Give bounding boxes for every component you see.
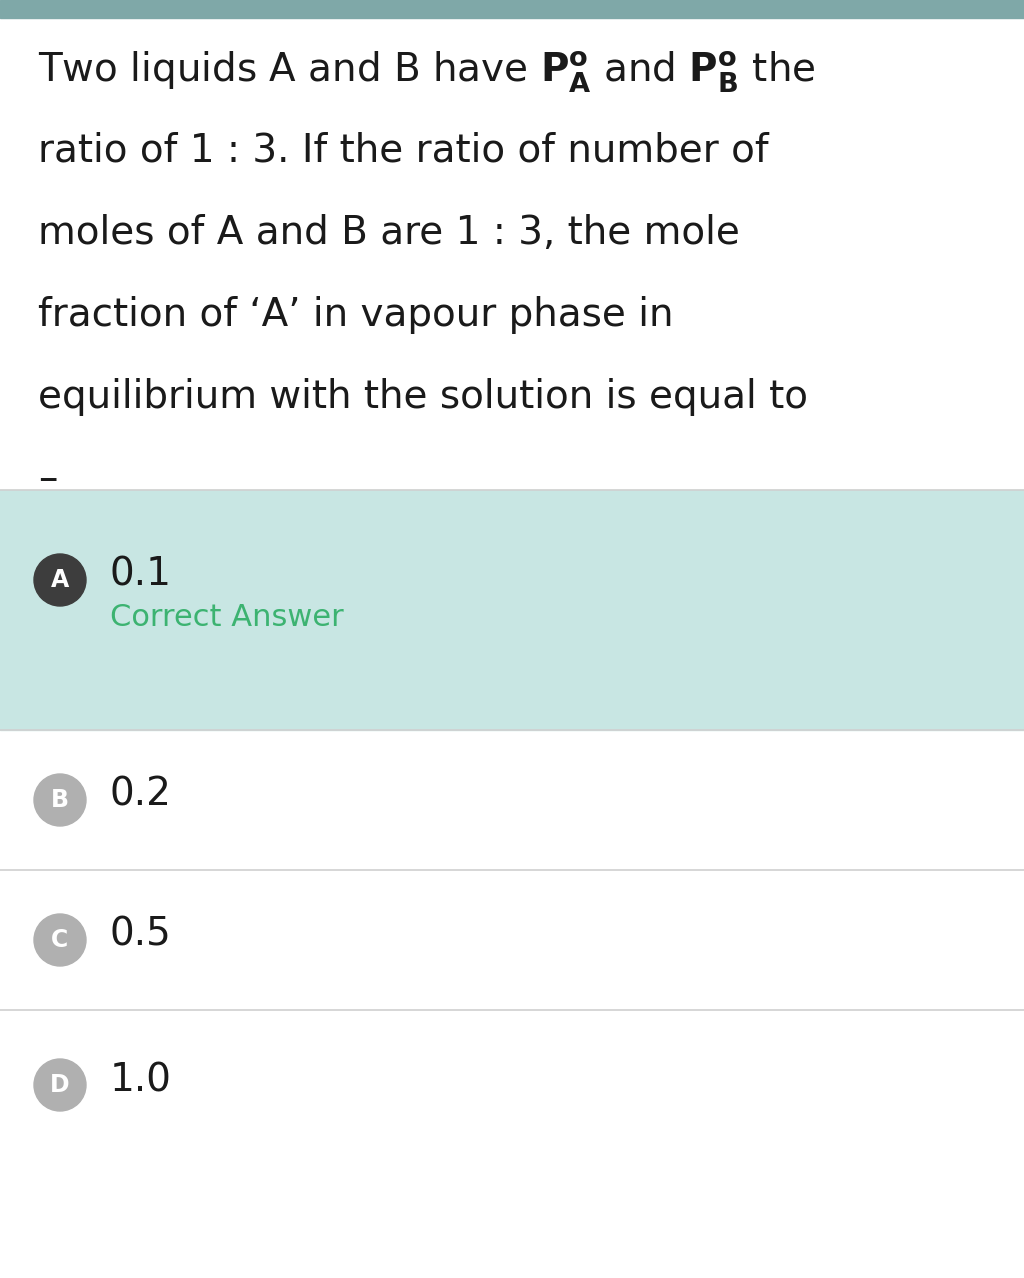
Text: fraction of ‘A’ in vapour phase in: fraction of ‘A’ in vapour phase in — [38, 296, 674, 334]
Circle shape — [34, 774, 86, 826]
Text: 0.2: 0.2 — [110, 776, 172, 814]
Text: C: C — [51, 928, 69, 952]
Text: Correct Answer: Correct Answer — [110, 603, 344, 633]
Text: moles of A and B are 1 : 3, the mole: moles of A and B are 1 : 3, the mole — [38, 213, 740, 252]
Text: D: D — [50, 1074, 70, 1097]
Text: B: B — [51, 789, 69, 812]
Text: A: A — [51, 567, 70, 592]
Bar — [0, 489, 1024, 730]
Text: 0.5: 0.5 — [110, 916, 172, 953]
Text: 0.1: 0.1 — [110, 556, 172, 594]
Text: Two liquids A and B have $\mathbf{P^o_A}$ and $\mathbf{P^o_B}$ the: Two liquids A and B have $\mathbf{P^o_A}… — [38, 50, 815, 96]
Text: –: – — [38, 460, 57, 498]
Bar — [0, 18, 1024, 489]
Circle shape — [34, 553, 86, 606]
Text: 1.0: 1.0 — [110, 1061, 172, 1099]
Bar — [0, 0, 1024, 18]
Circle shape — [34, 1059, 86, 1111]
Circle shape — [34, 914, 86, 966]
Text: equilibrium with the solution is equal to: equilibrium with the solution is equal t… — [38, 378, 808, 417]
Text: ratio of 1 : 3. If the ratio of number of: ratio of 1 : 3. If the ratio of number o… — [38, 132, 769, 170]
